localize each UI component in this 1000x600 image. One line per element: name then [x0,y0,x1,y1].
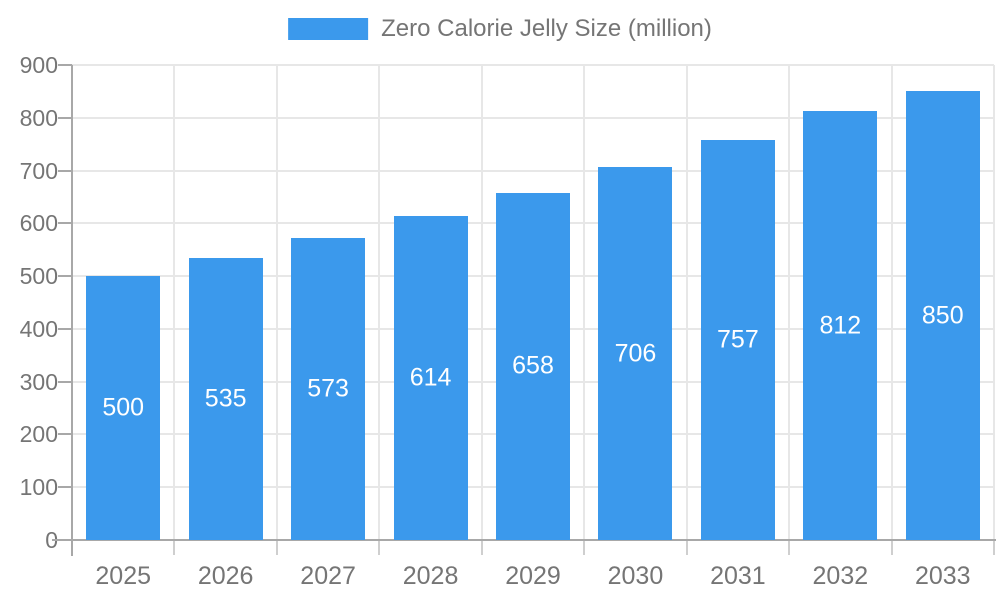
y-axis-tick [58,275,72,278]
x-tick-label: 2031 [710,562,766,590]
gridline-horizontal [72,169,994,172]
y-axis-tick [58,222,72,225]
y-axis-line [71,65,73,556]
x-axis-tick [685,540,688,555]
bar-value-label: 614 [409,363,452,392]
x-tick-label: 2028 [402,562,459,590]
gridline-horizontal [72,116,994,119]
gridline-horizontal [72,64,994,66]
bar-value-label: 658 [512,351,554,380]
bar[interactable] [598,167,673,540]
x-axis-tick [275,540,278,555]
gridline-vertical [993,65,995,540]
gridline-vertical [275,65,278,540]
gridline-vertical [788,65,791,540]
x-axis-tick [173,540,176,555]
bar[interactable] [700,140,775,540]
bar[interactable] [393,215,468,540]
x-tick-label: 2033 [914,562,971,590]
bar[interactable] [496,192,570,540]
y-tick-label: 600 [19,210,58,237]
gridline-vertical [173,65,176,540]
bar-value-label: 850 [921,301,964,330]
x-tick-label: 2025 [95,562,152,590]
bar-value-label: 812 [819,311,862,340]
y-axis-tick [58,380,72,383]
x-tick-label: 2032 [812,562,869,590]
bar[interactable] [803,111,878,540]
x-tick-label: 2027 [300,562,356,590]
x-tick-label: 2029 [505,562,561,590]
x-axis-tick [788,540,791,555]
y-axis-tick [58,327,72,330]
bar-value-label: 757 [717,325,759,354]
bar[interactable] [291,237,366,540]
legend-swatch [288,18,369,40]
legend[interactable]: Zero Calorie Jelly Size (million) [288,15,712,43]
bar-value-label: 535 [204,384,247,413]
x-axis-tick [993,540,995,555]
bar-value-label: 573 [307,374,349,403]
legend-label: Zero Calorie Jelly Size (million) [381,15,712,42]
bar[interactable] [86,276,161,540]
gridline-vertical [378,65,381,540]
bar-value-label: 706 [614,339,657,368]
y-axis-tick [58,64,72,66]
y-tick-label: 100 [19,474,58,501]
y-axis-tick [58,433,72,436]
y-tick-label: 400 [19,315,58,342]
x-axis-tick [378,540,381,555]
x-tick-label: 2030 [607,562,664,590]
y-tick-label: 500 [19,263,58,290]
gridline-vertical [583,65,586,540]
x-axis-tick [583,540,586,555]
x-axis-tick [890,540,893,555]
y-axis-tick [58,486,72,489]
gridline-vertical [685,65,688,540]
bar[interactable] [905,91,980,540]
gridline-vertical [890,65,893,540]
y-tick-label: 0 [0,526,58,554]
y-tick-label: 700 [19,157,58,184]
y-tick-label: 900 [19,52,58,78]
y-tick-label: 300 [19,368,58,395]
y-tick-label: 200 [19,421,58,448]
bar[interactable] [188,257,263,540]
x-tick-label: 2026 [197,562,254,590]
x-axis-tick [480,540,483,555]
bar-value-label: 500 [102,393,145,422]
y-axis-tick [58,116,72,119]
x-axis-line [52,539,996,541]
y-axis-tick [58,169,72,172]
gridline-vertical [480,65,483,540]
y-tick-label: 800 [19,104,58,131]
